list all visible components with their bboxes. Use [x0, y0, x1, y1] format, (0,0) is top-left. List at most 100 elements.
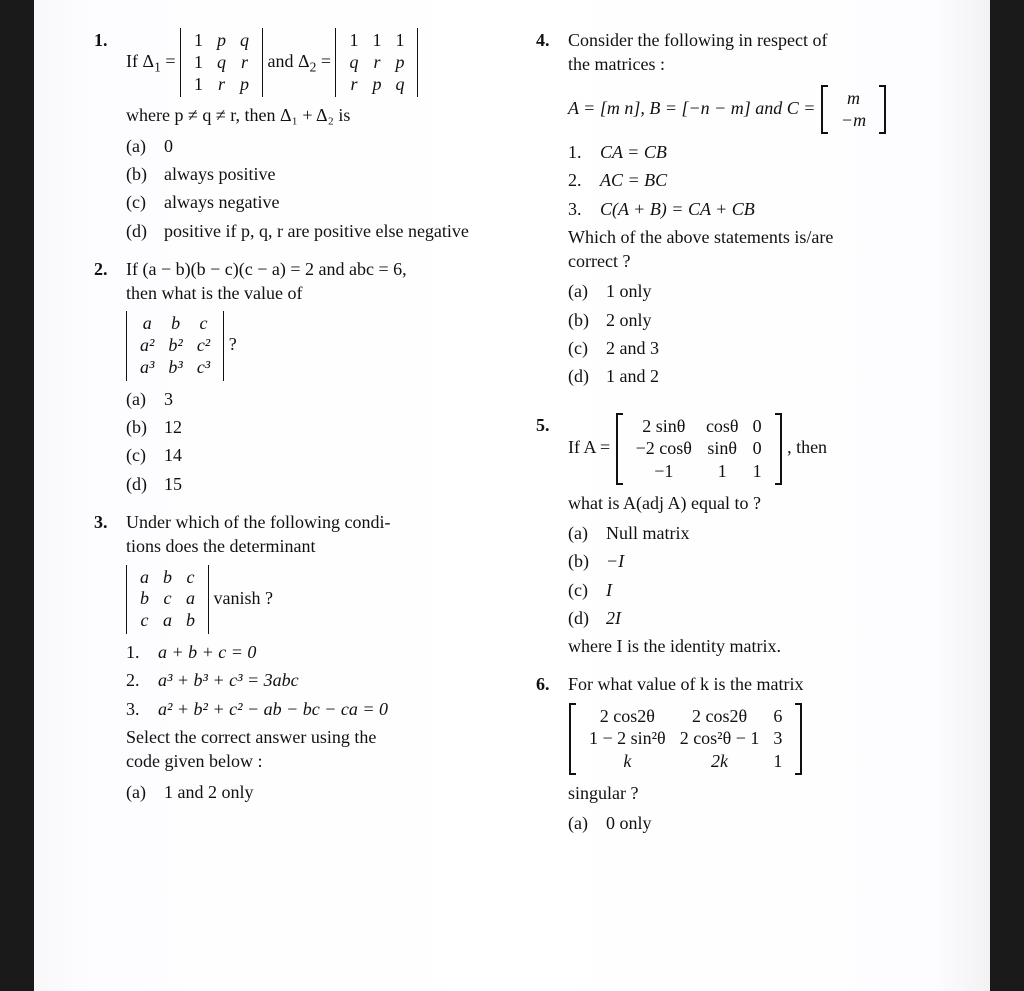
- opt-label: (c): [126, 190, 154, 214]
- q3-c3: a² + b² + c² − ab − bc − ca = 0: [158, 697, 388, 721]
- q6-singular: singular ?: [568, 781, 942, 805]
- q5-options: (a) Null matrix (b) −I (c) I (d) 2I: [568, 521, 942, 630]
- opt-label: (b): [568, 308, 596, 332]
- question-6: 6. For what value of k is the matrix 2 c…: [536, 672, 942, 835]
- q2-opt-d: 15: [164, 472, 182, 496]
- q5-pre: If A =: [568, 437, 615, 457]
- columns: 1. If Δ1 = 1pq1qr1rp and Δ2 = 111qrprpq: [94, 28, 942, 849]
- q4-s1: CA = CB: [600, 140, 667, 164]
- q5-what: what is A(adj A) equal to ?: [568, 491, 942, 515]
- opt-label: (c): [568, 578, 596, 602]
- q6-opt-a: 0 only: [606, 811, 652, 835]
- question-5: 5. If A = 2 sinθcosθ0−2 cosθsinθ0−111 , …: [536, 413, 942, 659]
- q2-det: abca²b²c²a³b³c³: [126, 311, 224, 380]
- q5-matrix: 2 sinθcosθ0−2 cosθsinθ0−111: [616, 413, 782, 485]
- q6-stem: For what value of k is the matrix: [568, 672, 942, 696]
- q3-select: Select the correct answer using the code…: [126, 725, 500, 774]
- q4-statements: 1. CA = CB 2. AC = BC 3. C(A + B) = CA + CB: [568, 140, 942, 221]
- q5-body: If A = 2 sinθcosθ0−2 cosθsinθ0−111 , the…: [568, 413, 942, 515]
- q1-det1: 1pq1qr1rp: [180, 28, 263, 97]
- q1-text2: and Δ2 =: [267, 51, 335, 71]
- right-column: 4. Consider the following in respect of …: [536, 28, 942, 849]
- cond-label: 3.: [126, 697, 148, 721]
- q4-options: (a)1 only (b)2 only (c)2 and 3 (d)1 and …: [568, 279, 942, 388]
- opt-label: (d): [126, 219, 154, 243]
- q3-number: 3.: [94, 510, 116, 634]
- q6-matrix: 2 cos2θ2 cos2θ61 − 2 sin²θ2 cos²θ − 13k2…: [569, 703, 802, 775]
- q4-stem2: the matrices :: [568, 52, 942, 76]
- opt-label: (a): [568, 279, 596, 303]
- q2-opt-b: 12: [164, 415, 182, 439]
- question-1: 1. If Δ1 = 1pq1qr1rp and Δ2 = 111qrprpq: [94, 28, 500, 243]
- question-3: 3. Under which of the following condi- t…: [94, 510, 500, 804]
- q5-note: where I is the identity matrix.: [568, 634, 942, 658]
- opt-label: (d): [568, 364, 596, 388]
- q4-opt-a: 1 only: [606, 279, 652, 303]
- question-4: 4. Consider the following in respect of …: [536, 28, 942, 389]
- q4-number: 4.: [536, 28, 558, 134]
- opt-label: (c): [126, 443, 154, 467]
- q4-which: Which of the above statements is/are cor…: [568, 225, 942, 274]
- q4-opt-d: 1 and 2: [606, 364, 659, 388]
- q5-opt-d: 2I: [606, 606, 621, 630]
- q5-opt-b: −I: [606, 549, 624, 573]
- opt-label: (a): [568, 811, 596, 835]
- opt-label: (d): [126, 472, 154, 496]
- stmt-label: 2.: [568, 168, 590, 192]
- q3-vanish: vanish ?: [214, 587, 273, 607]
- q6-body: For what value of k is the matrix 2 cos2…: [568, 672, 942, 805]
- q4-body: Consider the following in respect of the…: [568, 28, 942, 134]
- q5-opt-a: Null matrix: [606, 521, 690, 545]
- opt-label: (a): [126, 387, 154, 411]
- q1-opt-a: 0: [164, 134, 173, 158]
- q6-options: (a) 0 only: [568, 811, 942, 835]
- q6-number: 6.: [536, 672, 558, 805]
- q4-s2: AC = BC: [600, 168, 667, 192]
- q1-text: If Δ1 =: [126, 51, 180, 71]
- q3-c1: a + b + c = 0: [158, 640, 256, 664]
- opt-label: (d): [568, 606, 596, 630]
- opt-label: (b): [126, 162, 154, 186]
- q1-body: If Δ1 = 1pq1qr1rp and Δ2 = 111qrprpq whe…: [126, 28, 500, 128]
- q3-stem1: Under which of the following condi-: [126, 510, 500, 534]
- q4-opt-c: 2 and 3: [606, 336, 659, 360]
- stmt-label: 1.: [568, 140, 590, 164]
- q2-stem1: If (a − b)(b − c)(c − a) = 2 and abc = 6…: [126, 257, 500, 281]
- left-column: 1. If Δ1 = 1pq1qr1rp and Δ2 = 111qrprpq: [94, 28, 500, 849]
- q3-det: abcbcacab: [126, 565, 209, 634]
- q5-opt-c: I: [606, 578, 612, 602]
- q5-post: , then: [787, 437, 827, 457]
- q2-body: If (a − b)(b − c)(c − a) = 2 and abc = 6…: [126, 257, 500, 381]
- q3-opt-a: 1 and 2 only: [164, 780, 254, 804]
- q1-where: where p ≠ q ≠ r, then Δ₁ + Δ₂ is: [126, 103, 500, 127]
- cond-label: 1.: [126, 640, 148, 664]
- opt-label: (b): [568, 549, 596, 573]
- question-2: 2. If (a − b)(b − c)(c − a) = 2 and abc …: [94, 257, 500, 496]
- q2-number: 2.: [94, 257, 116, 381]
- page: 1. If Δ1 = 1pq1qr1rp and Δ2 = 111qrprpq: [34, 0, 990, 991]
- q5-number: 5.: [536, 413, 558, 515]
- q4-opt-b: 2 only: [606, 308, 652, 332]
- q4-stem1: Consider the following in respect of: [568, 28, 942, 52]
- q1-opt-b: always positive: [164, 162, 275, 186]
- q2-options: (a) 3 (b) 12 (c) 14 (d) 15: [126, 387, 500, 496]
- q2-opt-a: 3: [164, 387, 173, 411]
- q1-opt-c: always negative: [164, 190, 279, 214]
- q1-det2: 111qrprpq: [335, 28, 418, 97]
- q3-stem2: tions does the determinant: [126, 534, 500, 558]
- q2-stem2: then what is the value of: [126, 281, 500, 305]
- q2-qmark: ?: [229, 334, 237, 354]
- opt-label: (a): [126, 134, 154, 158]
- cond-label: 2.: [126, 668, 148, 692]
- q3-options: (a) 1 and 2 only: [126, 780, 500, 804]
- q4-matrices: A = [m n], B = [−n − m] and C = m−m: [568, 85, 942, 134]
- stmt-label: 3.: [568, 197, 590, 221]
- opt-label: (b): [126, 415, 154, 439]
- q2-opt-c: 14: [164, 443, 182, 467]
- q4-s3: C(A + B) = CA + CB: [600, 197, 755, 221]
- q1-opt-d: positive if p, q, r are positive else ne…: [164, 219, 469, 243]
- q1-options: (a) 0 (b) always positive (c) always negati…: [126, 134, 500, 243]
- opt-label: (a): [568, 521, 596, 545]
- q3-conditions: 1.a + b + c = 0 2.a³ + b³ + c³ = 3abc 3.…: [126, 640, 500, 721]
- opt-label: (a): [126, 780, 154, 804]
